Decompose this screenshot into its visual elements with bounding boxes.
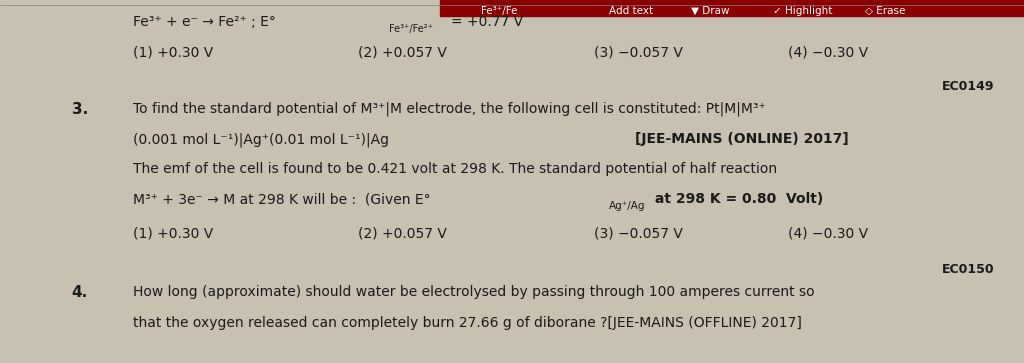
Text: The emf of the cell is found to be 0.421 volt at 298 K. The standard potential o: The emf of the cell is found to be 0.421… bbox=[133, 162, 777, 176]
Text: Fe³⁺/Fe: Fe³⁺/Fe bbox=[481, 6, 518, 16]
Text: (4) −0.30 V: (4) −0.30 V bbox=[788, 45, 868, 60]
Text: Add text: Add text bbox=[609, 6, 653, 16]
Text: Fe³⁺ + e⁻ → Fe²⁺ ; E°: Fe³⁺ + e⁻ → Fe²⁺ ; E° bbox=[133, 15, 276, 29]
Text: ◇ Erase: ◇ Erase bbox=[865, 6, 905, 16]
Text: 3.: 3. bbox=[72, 102, 88, 117]
Text: (3) −0.057 V: (3) −0.057 V bbox=[594, 45, 683, 60]
Text: = +0.77 V: = +0.77 V bbox=[451, 15, 522, 29]
Text: (1) +0.30 V: (1) +0.30 V bbox=[133, 227, 213, 241]
Text: at 298 K = 0.80  Volt): at 298 K = 0.80 Volt) bbox=[650, 192, 823, 207]
Text: (1) +0.30 V: (1) +0.30 V bbox=[133, 45, 213, 60]
Text: EC0149: EC0149 bbox=[942, 80, 994, 93]
Text: (4) −0.30 V: (4) −0.30 V bbox=[788, 227, 868, 241]
Text: (3) −0.057 V: (3) −0.057 V bbox=[594, 227, 683, 241]
Text: 4.: 4. bbox=[72, 285, 88, 300]
Text: ✓ Highlight: ✓ Highlight bbox=[773, 6, 833, 16]
Text: Fe³⁺/Fe²⁺: Fe³⁺/Fe²⁺ bbox=[389, 24, 433, 34]
Text: ▼ Draw: ▼ Draw bbox=[691, 6, 730, 16]
Text: (0.001 mol L⁻¹)|Ag⁺(0.01 mol L⁻¹)|Ag: (0.001 mol L⁻¹)|Ag⁺(0.01 mol L⁻¹)|Ag bbox=[133, 132, 389, 147]
Text: M³⁺ + 3e⁻ → M at 298 K will be :  (Given E°: M³⁺ + 3e⁻ → M at 298 K will be : (Given … bbox=[133, 192, 431, 207]
Text: EC0150: EC0150 bbox=[942, 263, 994, 276]
Text: How long (approximate) should water be electrolysed by passing through 100 amper: How long (approximate) should water be e… bbox=[133, 285, 815, 299]
Text: To find the standard potential of M³⁺|M electrode, the following cell is constit: To find the standard potential of M³⁺|M … bbox=[133, 102, 766, 116]
Text: (2) +0.057 V: (2) +0.057 V bbox=[358, 227, 447, 241]
Text: (2) +0.057 V: (2) +0.057 V bbox=[358, 45, 447, 60]
Text: Ag⁺/Ag: Ag⁺/Ag bbox=[609, 201, 646, 212]
Text: [JEE-MAINS (ONLINE) 2017]: [JEE-MAINS (ONLINE) 2017] bbox=[635, 132, 849, 147]
Text: that the oxygen released can completely burn 27.66 g of diborane ?[JEE-MAINS (OF: that the oxygen released can completely … bbox=[133, 316, 802, 330]
